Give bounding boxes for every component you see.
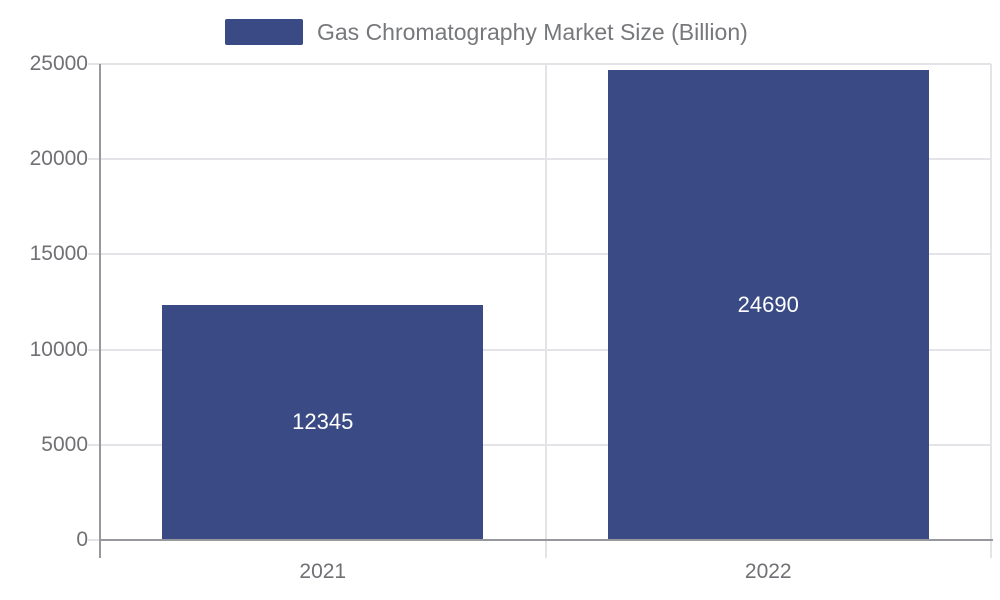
plot-area: 12345 24690	[88, 63, 992, 558]
x-tick-label: 2022	[744, 560, 792, 583]
gridline-vertical	[544, 64, 547, 558]
legend-label: Gas Chromatography Market Size (Billion)	[317, 19, 748, 45]
y-tick-label: 15000	[29, 242, 88, 266]
legend-swatch	[225, 19, 303, 45]
y-axis-tick	[88, 539, 100, 541]
y-axis-line	[99, 64, 101, 558]
bar-value-label: 24690	[737, 291, 799, 317]
x-axis-labels: 2021 2022	[100, 560, 991, 590]
x-tick-label: 2021	[299, 560, 347, 583]
y-axis-tick	[88, 63, 100, 65]
y-tick-label: 25000	[29, 52, 88, 75]
bar-2022[interactable]: 24690	[607, 69, 929, 540]
y-tick-label: 0	[76, 528, 88, 551]
y-axis-labels: 0 5000 10000 15000 20000 25000	[0, 52, 88, 551]
x-axis-line	[100, 539, 993, 541]
y-axis-tick	[88, 253, 100, 256]
y-tick-label: 5000	[41, 432, 88, 456]
y-axis-tick	[88, 443, 100, 446]
bar-value-label: 12345	[292, 409, 354, 435]
y-tick-label: 20000	[29, 147, 88, 171]
y-axis-tick	[88, 158, 100, 161]
legend-item[interactable]: Gas Chromatography Market Size (Billion)	[225, 19, 748, 45]
y-axis-tick	[88, 348, 100, 351]
bar-2021[interactable]: 12345	[162, 304, 484, 540]
gridline-vertical	[990, 64, 992, 558]
y-tick-label: 10000	[29, 337, 88, 361]
